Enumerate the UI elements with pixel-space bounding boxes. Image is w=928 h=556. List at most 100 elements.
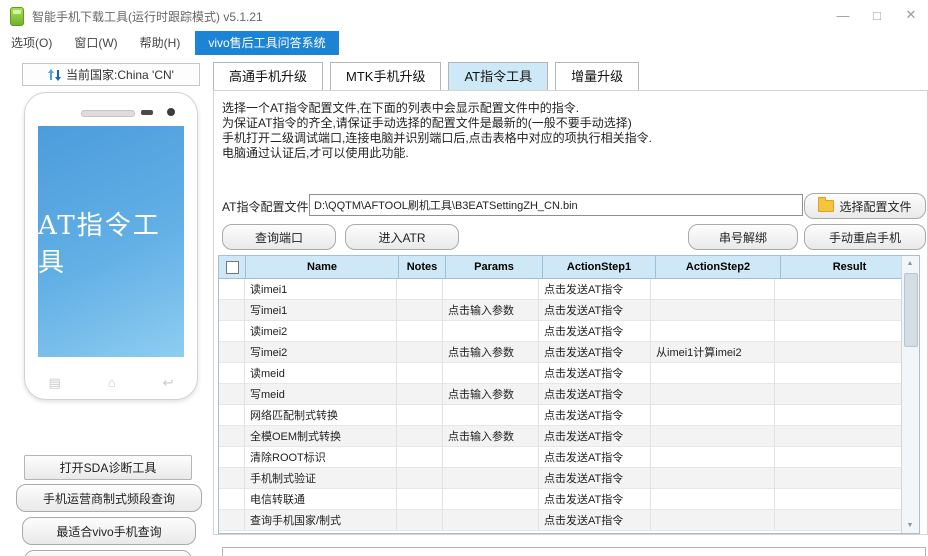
table-row[interactable]: 查询手机国家/制式 点击发送AT指令 (219, 510, 919, 531)
cell-step2[interactable] (651, 384, 775, 405)
table-row[interactable]: 写meid 点击输入参数 点击发送AT指令 (219, 384, 919, 405)
cell-result[interactable] (775, 489, 919, 510)
table-row[interactable]: 读meid 点击发送AT指令 (219, 363, 919, 384)
cell-notes[interactable] (397, 510, 443, 531)
select-all-cell[interactable] (219, 256, 246, 278)
current-country-bar[interactable]: 当前国家:China 'CN' (22, 63, 200, 86)
cell-step1[interactable]: 点击发送AT指令 (539, 447, 651, 468)
cell-step2[interactable] (651, 405, 775, 426)
cell-name[interactable]: 全模OEM制式转换 (245, 426, 397, 447)
select-all-checkbox[interactable] (225, 260, 239, 274)
cell-params[interactable] (443, 468, 539, 489)
cell-name[interactable]: 查询手机国家/制式 (245, 510, 397, 531)
cell-name[interactable]: 写meid (245, 384, 397, 405)
cell-result[interactable] (775, 342, 919, 363)
row-select-cell[interactable] (219, 300, 245, 321)
table-row[interactable]: 手机制式验证 点击发送AT指令 (219, 468, 919, 489)
cell-result[interactable] (775, 426, 919, 447)
cell-result[interactable] (775, 468, 919, 489)
scroll-down-arrow-icon[interactable]: ▼ (906, 522, 914, 529)
cell-notes[interactable] (397, 426, 443, 447)
cell-step2[interactable] (651, 300, 775, 321)
carrier-mode-band-query-button[interactable]: 手机运营商制式频段查询 (16, 484, 202, 512)
cell-notes[interactable] (397, 279, 443, 300)
cell-notes[interactable] (397, 321, 443, 342)
cell-name[interactable]: 手机制式验证 (245, 468, 397, 489)
row-select-cell[interactable] (219, 384, 245, 405)
partial-bottom-button[interactable] (24, 550, 192, 556)
table-row[interactable]: 清除ROOT标识 点击发送AT指令 (219, 447, 919, 468)
cell-result[interactable] (775, 363, 919, 384)
choose-config-file-button[interactable]: 选择配置文件 (804, 193, 926, 219)
serial-unbind-button[interactable]: 串号解绑 (688, 224, 798, 250)
vivo-service-qa-button[interactable]: vivo售后工具问答系统 (195, 31, 339, 55)
cell-name[interactable]: 读imei2 (245, 321, 397, 342)
row-select-cell[interactable] (219, 321, 245, 342)
cell-step1[interactable]: 点击发送AT指令 (539, 489, 651, 510)
cell-notes[interactable] (397, 405, 443, 426)
cell-params[interactable] (443, 447, 539, 468)
cell-result[interactable] (775, 510, 919, 531)
query-port-button[interactable]: 查询端口 (222, 224, 336, 250)
cell-notes[interactable] (397, 342, 443, 363)
cell-step2[interactable] (651, 279, 775, 300)
cell-result[interactable] (775, 405, 919, 426)
cell-params[interactable] (443, 321, 539, 342)
cell-result[interactable] (775, 279, 919, 300)
cell-step1[interactable]: 点击发送AT指令 (539, 321, 651, 342)
cell-step1[interactable]: 点击发送AT指令 (539, 279, 651, 300)
minimize-button[interactable]: — (836, 7, 850, 23)
vivo-phone-query-button[interactable]: 最适合vivo手机查询 (22, 517, 196, 545)
cell-step1[interactable]: 点击发送AT指令 (539, 384, 651, 405)
header-actionstep2[interactable]: ActionStep2 (656, 256, 781, 278)
header-params[interactable]: Params (446, 256, 543, 278)
header-actionstep1[interactable]: ActionStep1 (543, 256, 656, 278)
menu-options[interactable]: 选项(O) (11, 36, 53, 50)
header-name[interactable]: Name (246, 256, 399, 278)
cell-result[interactable] (775, 447, 919, 468)
cell-step1[interactable]: 点击发送AT指令 (539, 300, 651, 321)
cell-step1[interactable]: 点击发送AT指令 (539, 426, 651, 447)
cell-params[interactable] (443, 405, 539, 426)
tab-mtk-upgrade[interactable]: MTK手机升级 (330, 62, 442, 91)
enter-atr-button[interactable]: 进入ATR (345, 224, 459, 250)
scrollbar-thumb[interactable] (904, 273, 918, 347)
cell-name[interactable]: 写imei2 (245, 342, 397, 363)
maximize-button[interactable]: □ (873, 7, 881, 23)
cell-name[interactable]: 写imei1 (245, 300, 397, 321)
cell-step2[interactable] (651, 510, 775, 531)
table-row[interactable]: 电信转联通 点击发送AT指令 (219, 489, 919, 510)
config-file-path-input[interactable] (309, 194, 803, 216)
open-sda-diagnostic-button[interactable]: 打开SDA诊断工具 (24, 455, 192, 480)
row-select-cell[interactable] (219, 489, 245, 510)
close-button[interactable]: ✕ (905, 7, 917, 22)
cell-step1[interactable]: 点击发送AT指令 (539, 510, 651, 531)
cell-params[interactable] (443, 510, 539, 531)
row-select-cell[interactable] (219, 426, 245, 447)
table-row[interactable]: 全模OEM制式转换 点击输入参数 点击发送AT指令 (219, 426, 919, 447)
cell-step2[interactable] (651, 468, 775, 489)
scroll-up-arrow-icon[interactable]: ▲ (906, 260, 914, 267)
cell-step1[interactable]: 点击发送AT指令 (539, 405, 651, 426)
cell-step2[interactable] (651, 426, 775, 447)
row-select-cell[interactable] (219, 468, 245, 489)
cell-notes[interactable] (397, 363, 443, 384)
cell-step2[interactable] (651, 447, 775, 468)
cell-step2[interactable] (651, 489, 775, 510)
table-scrollbar[interactable]: ▲ ▼ (901, 256, 919, 533)
table-row[interactable]: 网络匹配制式转换 点击发送AT指令 (219, 405, 919, 426)
cell-name[interactable]: 网络匹配制式转换 (245, 405, 397, 426)
row-select-cell[interactable] (219, 447, 245, 468)
cell-step2[interactable] (651, 363, 775, 384)
menu-window[interactable]: 窗口(W) (74, 36, 118, 50)
cell-notes[interactable] (397, 384, 443, 405)
manual-restart-button[interactable]: 手动重启手机 (804, 224, 926, 250)
cell-step2[interactable] (651, 321, 775, 342)
table-row[interactable]: 读imei1 点击发送AT指令 (219, 279, 919, 300)
tab-at-command-tool[interactable]: AT指令工具 (448, 62, 549, 92)
table-row[interactable]: 写imei2 点击输入参数 点击发送AT指令 从imei1计算imei2 (219, 342, 919, 363)
row-select-cell[interactable] (219, 510, 245, 531)
cell-notes[interactable] (397, 489, 443, 510)
cell-params[interactable]: 点击输入参数 (443, 426, 539, 447)
menu-help[interactable]: 帮助(H) (139, 36, 181, 50)
